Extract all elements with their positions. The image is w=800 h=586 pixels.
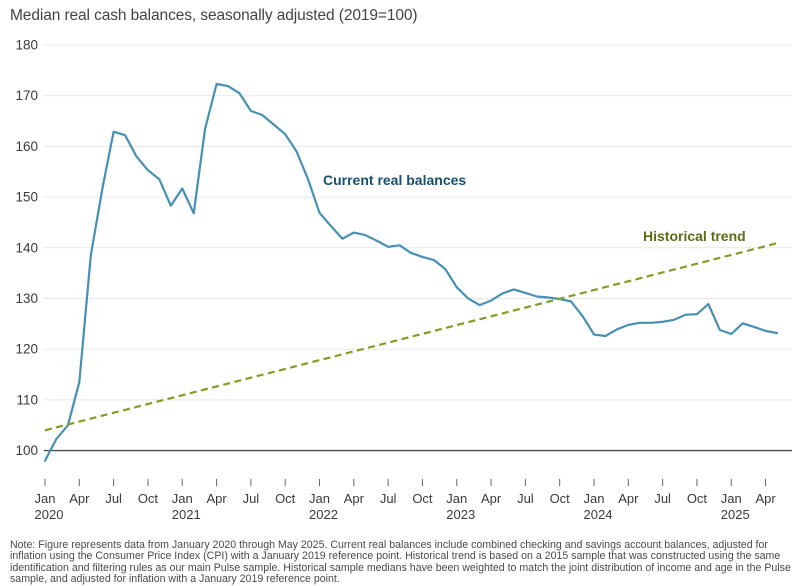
historical-trend-line — [44, 242, 778, 432]
x-axis-month-label: Jan — [35, 491, 56, 506]
figure-note: Note: Figure represents data from Januar… — [10, 539, 791, 586]
x-axis-month-label: Apr — [755, 491, 776, 506]
current-real-balances-line — [43, 82, 779, 462]
x-axis-month-label: Jan — [721, 491, 742, 506]
y-axis-label: 120 — [15, 342, 38, 357]
x-axis-month-label: Apr — [344, 491, 365, 506]
x-axis-month-label: Jul — [380, 491, 397, 506]
x-axis-month-label: Oct — [687, 491, 708, 506]
x-axis-month-label: Jan — [584, 491, 605, 506]
x-axis-month-label: Jul — [654, 491, 671, 506]
y-axis-label: 100 — [15, 443, 38, 458]
y-axis-label: 160 — [15, 139, 38, 154]
series-label-historical-trend: Historical trend — [643, 228, 746, 244]
x-axis-month-label: Jan — [446, 491, 467, 506]
y-axis-label: 150 — [15, 190, 38, 205]
x-axis-month-label: Jul — [243, 491, 260, 506]
x-axis-year-label: 2024 — [584, 507, 613, 522]
x-axis-month-label: Apr — [481, 491, 502, 506]
series-label-current-real-balances: Current real balances — [323, 172, 467, 188]
x-axis-month-label: Apr — [206, 491, 227, 506]
x-axis-month-label: Oct — [275, 491, 296, 506]
x-axis-month-label: Oct — [550, 491, 571, 506]
y-axis-label: 140 — [15, 240, 38, 255]
x-axis-month-label: Jan — [172, 491, 193, 506]
y-axis-label: 130 — [15, 291, 38, 306]
x-axis-month-label: Oct — [138, 491, 159, 506]
x-axis-year-label: 2025 — [721, 507, 750, 522]
y-axis-label: 180 — [15, 38, 38, 53]
x-axis-month-label: Oct — [412, 491, 433, 506]
x-axis-month-label: Jul — [105, 491, 122, 506]
x-axis-year-label: 2021 — [172, 507, 201, 522]
x-axis-year-label: 2022 — [309, 507, 338, 522]
x-axis-year-label: 2020 — [35, 507, 64, 522]
x-axis-month-label: Apr — [69, 491, 90, 506]
x-axis-month-label: Jan — [309, 491, 330, 506]
y-axis-label: 110 — [16, 392, 38, 407]
y-axis-label: 170 — [15, 88, 38, 103]
x-axis-month-label: Jul — [517, 491, 534, 506]
chart-title: Median real cash balances, seasonally ad… — [10, 7, 418, 24]
x-axis-month-label: Apr — [618, 491, 639, 506]
x-axis-year-label: 2023 — [446, 507, 475, 522]
